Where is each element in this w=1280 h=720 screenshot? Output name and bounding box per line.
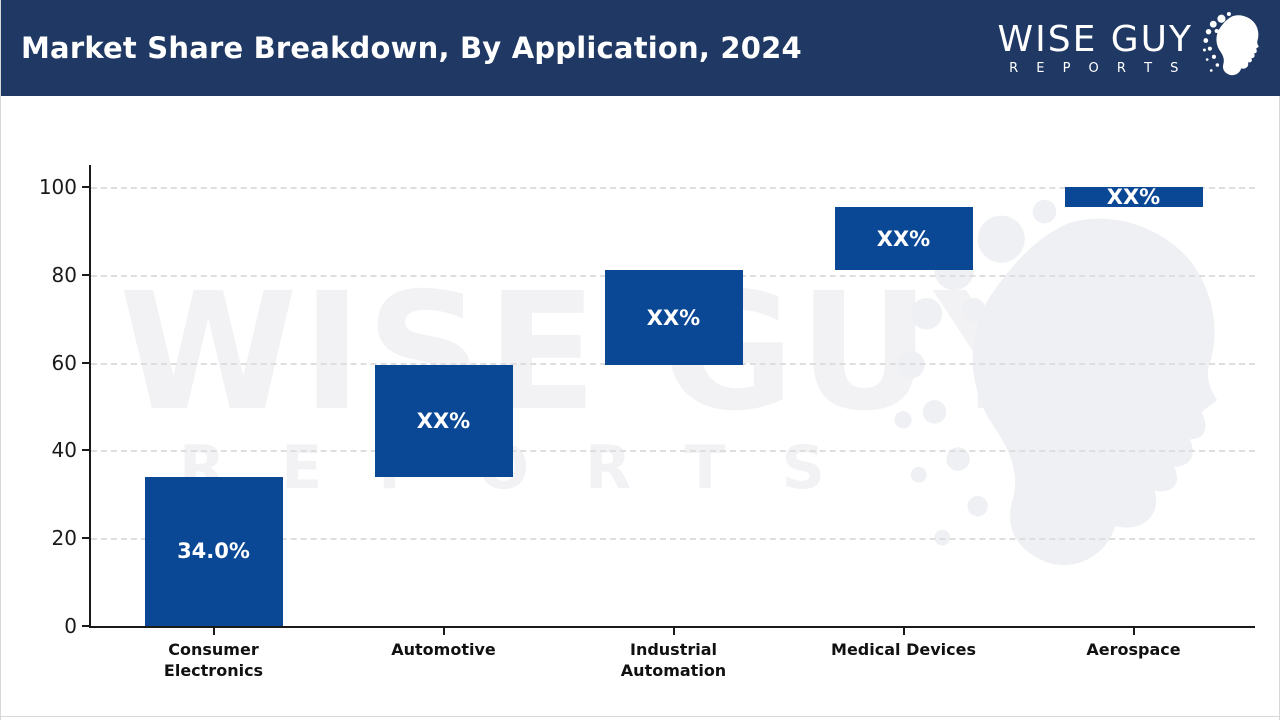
y-tick-mark <box>82 273 90 276</box>
x-tick-mark <box>902 628 905 635</box>
x-category-label: Aerospace <box>1014 640 1254 661</box>
x-tick-mark <box>1132 628 1135 635</box>
y-tick-mark <box>82 361 90 364</box>
bar: XX% <box>374 364 513 477</box>
bar-value-label: XX% <box>646 305 701 330</box>
wiseguy-logo: WISE GUY R E P O R T S <box>998 10 1268 86</box>
card-bottom-border <box>1 716 1280 717</box>
plot-area: 0 20 40 60 80 100 34.0% Consumer Electronics XX% A… <box>39 165 1255 680</box>
logo-text: WISE GUY R E P O R T S <box>997 18 1194 76</box>
grid-line <box>91 186 1255 189</box>
logo-subtitle: R E P O R T S <box>1009 60 1186 76</box>
y-tick-mark <box>82 625 90 627</box>
y-tick-mark <box>82 449 90 452</box>
x-category-line: Aerospace <box>1086 640 1181 659</box>
grid-line <box>91 450 1255 453</box>
bar-value-label: XX% <box>416 408 471 433</box>
grid-line <box>91 538 1255 541</box>
watermark-wiseguy: WISE GUY <box>119 259 1056 447</box>
x-tick-mark <box>442 628 445 635</box>
x-category-line: Medical Devices <box>831 640 976 659</box>
header: Market Share Breakdown, By Application, … <box>1 0 1280 96</box>
logo-wordmark: WISE GUY <box>997 18 1193 60</box>
page-title: Market Share Breakdown, By Application, … <box>21 31 802 65</box>
bar-value-label: XX% <box>1106 184 1161 209</box>
x-category-label: Automotive <box>324 640 564 661</box>
x-category-line: Consumer <box>168 640 259 659</box>
bar: XX% <box>1064 184 1203 209</box>
y-tick-label: 0 <box>64 614 77 638</box>
y-tick-label: 80 <box>51 262 77 287</box>
x-tick-mark <box>212 628 215 635</box>
y-tick-label: 100 <box>38 174 77 199</box>
bar: XX% <box>604 270 743 365</box>
x-category-line: Industrial <box>629 640 717 659</box>
x-category-label: Industrial Automation <box>554 640 794 682</box>
y-tick-label: 20 <box>51 526 77 551</box>
x-category-label: Consumer Electronics <box>94 640 334 682</box>
x-category-label: Medical Devices <box>784 640 1024 661</box>
x-category-line: Electronics <box>163 660 264 680</box>
bar-value-label: 34.0% <box>177 539 250 564</box>
x-category-line: Automation <box>620 660 727 680</box>
x-tick-mark <box>672 628 675 635</box>
head-profile-icon <box>1199 10 1267 86</box>
bar: 34.0% <box>144 476 283 626</box>
y-tick-mark <box>82 537 90 540</box>
bar: XX% <box>834 206 973 271</box>
y-tick-mark <box>82 185 90 188</box>
x-category-line: Automotive <box>391 640 496 659</box>
y-tick-label: 60 <box>51 350 77 375</box>
y-tick-label: 40 <box>51 438 77 463</box>
bar-value-label: XX% <box>876 226 931 251</box>
